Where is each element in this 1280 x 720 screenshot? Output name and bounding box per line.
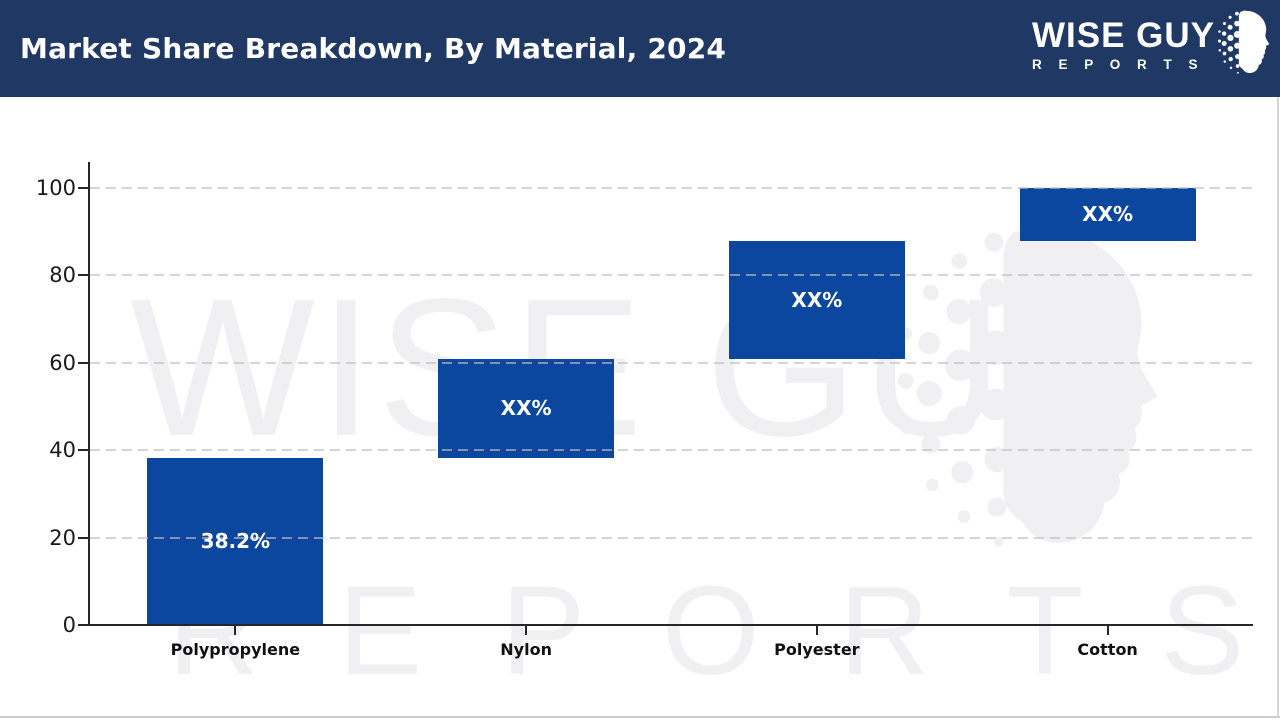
- y-tick: [78, 536, 88, 539]
- y-tick-label: 100: [35, 175, 76, 200]
- gridline-60: [90, 361, 1253, 364]
- y-tick-label: 20: [49, 525, 76, 550]
- logo-subname-text: R E P O R T S: [1031, 57, 1204, 72]
- x-tick: [815, 626, 818, 635]
- x-tick: [525, 626, 528, 635]
- y-tick-label: 0: [62, 613, 76, 637]
- logo-name-text: WISE GUY: [1031, 16, 1215, 55]
- wiseguy-logo: WISE GUY R E P O R T S: [1032, 9, 1270, 82]
- category-label-cotton: Cotton: [1077, 640, 1138, 659]
- bar-value-label: XX%: [500, 396, 552, 421]
- gridline-40: [90, 449, 1253, 451]
- bar-polypropylene: [147, 457, 324, 625]
- bar-polyester: [728, 240, 905, 359]
- gridline-20: [90, 536, 1253, 539]
- watermark-head-icon: [893, 220, 1161, 571]
- page-title: Market Share Breakdown, By Material, 202…: [20, 32, 727, 65]
- bar-cotton: [1019, 187, 1196, 241]
- category-label-polypropylene: Polypropylene: [170, 640, 301, 659]
- wiseguy-head-icon: [1217, 9, 1270, 82]
- bar-nylon: [438, 359, 615, 458]
- y-tick-label: 40: [49, 438, 76, 462]
- wiseguy-logo-text: WISE GUY R E P O R T S: [1032, 17, 1215, 74]
- x-tick: [1106, 626, 1109, 635]
- bar-value-label: XX%: [1082, 202, 1134, 227]
- gridline-80: [90, 274, 1253, 276]
- y-tick: [78, 274, 88, 276]
- y-tick-label: 80: [49, 263, 76, 287]
- watermark-text-line2: R E P O R T S: [168, 560, 1267, 701]
- bar-value-label: 38.2%: [200, 529, 271, 554]
- page-bottom-border: [0, 716, 1280, 718]
- y-tick-label: 60: [49, 350, 76, 375]
- y-tick: [78, 449, 88, 451]
- y-tick: [78, 361, 88, 364]
- gridline-100: [90, 186, 1253, 189]
- y-tick: [78, 624, 88, 626]
- page-right-border: [1277, 97, 1279, 718]
- bar-value-label: XX%: [791, 287, 843, 312]
- y-tick: [78, 186, 88, 189]
- header-bar: Market Share Breakdown, By Material, 202…: [0, 0, 1280, 97]
- category-label-polyester: Polyester: [774, 640, 860, 659]
- category-label-nylon: Nylon: [500, 640, 552, 659]
- y-axis-line: [88, 162, 90, 626]
- x-tick: [234, 626, 237, 635]
- x-axis-line: [88, 624, 1253, 626]
